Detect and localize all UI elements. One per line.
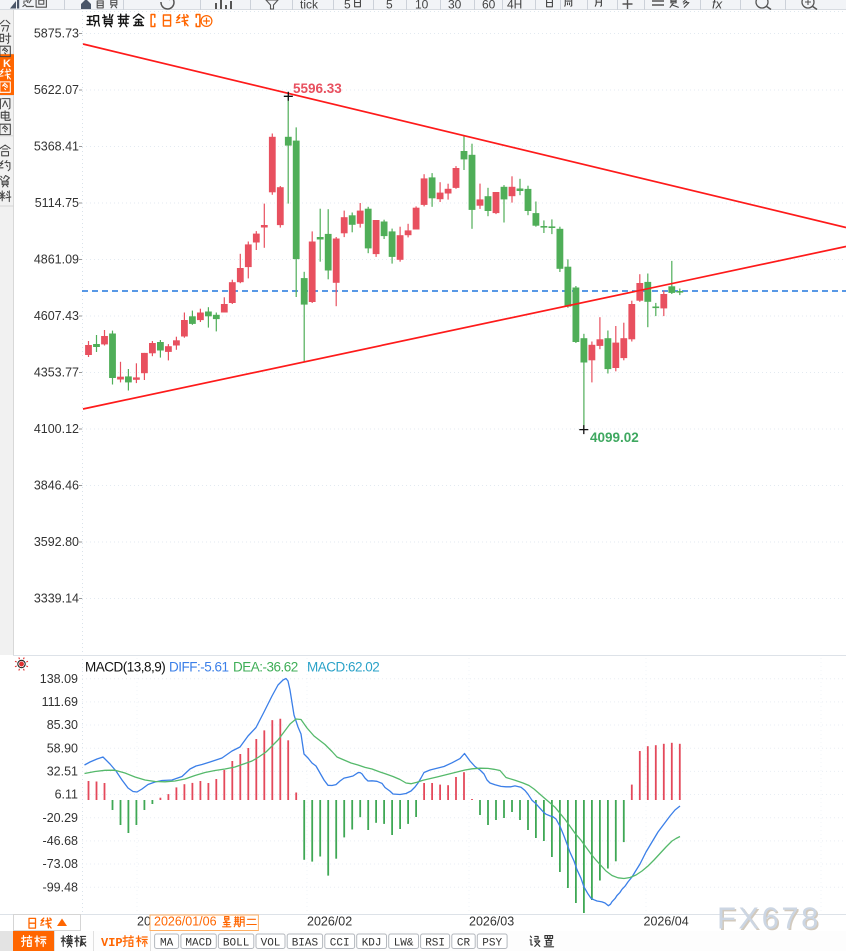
svg-text:FX678: FX678: [717, 901, 821, 936]
svg-text:MACD(13,8,9): MACD(13,8,9): [85, 660, 165, 675]
svg-text:5368.41: 5368.41: [34, 140, 79, 154]
svg-text:4099.02: 4099.02: [590, 430, 639, 445]
svg-text:CR: CR: [457, 938, 471, 950]
svg-text:VOL: VOL: [261, 938, 281, 950]
svg-text:RSI: RSI: [425, 938, 445, 950]
svg-text:LW&: LW&: [394, 938, 414, 950]
svg-text:5875.73: 5875.73: [34, 27, 79, 41]
svg-text:58.90: 58.90: [47, 741, 78, 755]
svg-text:3592.80: 3592.80: [34, 535, 79, 549]
svg-text:4100.12: 4100.12: [34, 422, 79, 436]
svg-text:PSY: PSY: [482, 938, 502, 950]
svg-text:10: 10: [415, 0, 429, 10]
svg-text:DIFF:-5.61: DIFF:-5.61: [169, 660, 229, 675]
svg-text:BIAS: BIAS: [292, 938, 319, 950]
svg-text:60: 60: [482, 0, 496, 10]
svg-text:2026/01/06: 2026/01/06: [154, 915, 217, 929]
svg-text:2026/02: 2026/02: [307, 915, 352, 929]
svg-text:tick: tick: [300, 0, 319, 10]
svg-text:4H: 4H: [507, 0, 522, 10]
svg-text:5: 5: [344, 0, 351, 10]
svg-text:KDJ: KDJ: [362, 938, 382, 950]
svg-text:4861.09: 4861.09: [34, 253, 79, 267]
svg-text:138.09: 138.09: [40, 672, 78, 686]
svg-text:-46.68: -46.68: [43, 834, 78, 848]
svg-text:4607.43: 4607.43: [34, 309, 79, 323]
svg-text:MACD:62.02: MACD:62.02: [307, 660, 379, 675]
svg-text:5: 5: [386, 0, 393, 10]
svg-text:5114.75: 5114.75: [35, 196, 79, 210]
svg-text:2026/04: 2026/04: [644, 915, 689, 929]
svg-text:30: 30: [448, 0, 462, 10]
svg-text:VIP: VIP: [101, 936, 123, 950]
svg-text:BOLL: BOLL: [223, 938, 249, 950]
svg-text:MACD: MACD: [185, 938, 212, 950]
svg-text:4353.77: 4353.77: [34, 366, 79, 380]
svg-text:111.69: 111.69: [42, 695, 78, 709]
svg-text:K: K: [3, 58, 11, 70]
svg-text:-99.48: -99.48: [43, 880, 78, 894]
svg-text:2026/03: 2026/03: [469, 915, 514, 929]
svg-text:5622.07: 5622.07: [34, 83, 79, 97]
svg-text:32.51: 32.51: [47, 765, 78, 779]
svg-text:3846.46: 3846.46: [34, 479, 79, 493]
svg-text:-20.29: -20.29: [43, 811, 78, 825]
svg-text:5596.33: 5596.33: [293, 81, 342, 96]
svg-text:FX678: FX678: [719, 902, 823, 937]
svg-text:6.11: 6.11: [55, 788, 78, 802]
svg-text:CCI: CCI: [330, 938, 350, 950]
svg-text:-73.08: -73.08: [43, 857, 78, 871]
svg-text:fx: fx: [712, 0, 723, 10]
svg-text:85.30: 85.30: [47, 718, 78, 732]
svg-text:3339.14: 3339.14: [34, 592, 79, 606]
svg-text:DEA:-36.62: DEA:-36.62: [233, 660, 298, 675]
svg-text:MA: MA: [160, 938, 174, 950]
